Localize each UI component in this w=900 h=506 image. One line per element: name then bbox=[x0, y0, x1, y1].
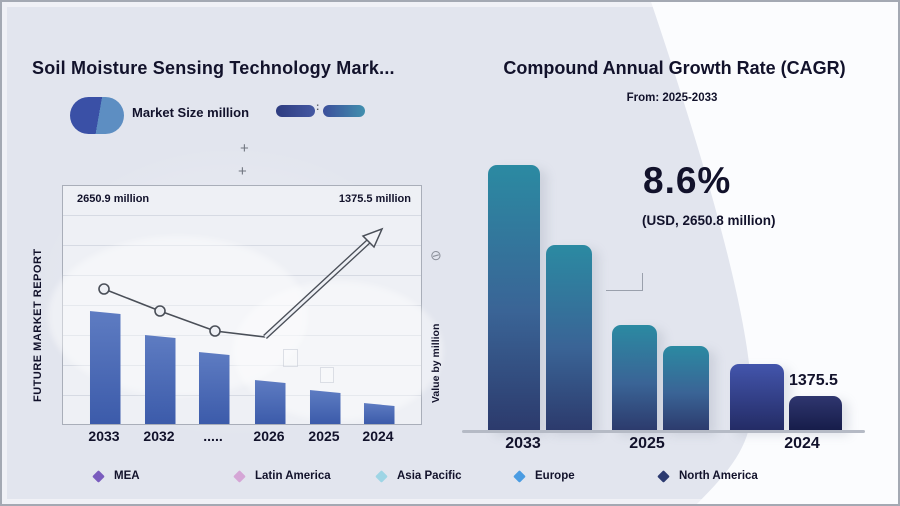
legend-item: MEA bbox=[92, 467, 140, 485]
left-x-axis-label: 2026 bbox=[253, 428, 285, 444]
left-chart-panel: 2650.9 million 1375.5 million bbox=[48, 185, 443, 425]
legend-item: Latin America bbox=[233, 467, 331, 485]
end-value-annotation: 1375.5 bbox=[789, 372, 838, 389]
left-chart-bar bbox=[363, 403, 395, 424]
left-end-value: 1375.5 million bbox=[338, 193, 411, 205]
right-chart-subtitle: From: 2025-2033 bbox=[626, 92, 718, 104]
legend-item: North America bbox=[657, 467, 758, 485]
left-x-axis: 2033 2032..... 2026 2025 2024 bbox=[62, 428, 422, 448]
left-chart-bar bbox=[198, 352, 230, 424]
value-by-million-label: Value by million bbox=[430, 323, 442, 403]
left-chart-bar bbox=[89, 311, 121, 424]
market-size-pill-icon bbox=[70, 97, 124, 134]
step-bracket-decoration bbox=[606, 273, 643, 291]
left-chart-title: Soil Moisture Sensing Technology Mark... bbox=[32, 58, 395, 78]
future-market-report-label: FUTURE MARKET REPORT bbox=[32, 248, 44, 402]
legend-diamond-icon bbox=[375, 469, 388, 483]
left-x-axis-label: 2033 bbox=[88, 428, 120, 444]
right-x-axis-label: 2033 bbox=[505, 435, 541, 452]
market-size-label: Market Size million bbox=[132, 105, 250, 120]
left-bars-container bbox=[63, 186, 421, 424]
legend-diamond-icon bbox=[657, 469, 670, 483]
ratio-pill-teal-icon bbox=[323, 105, 365, 117]
ratio-pill-dark-icon bbox=[276, 105, 315, 117]
legend-diamond-icon bbox=[513, 469, 526, 483]
watermark-document-icon bbox=[320, 367, 334, 383]
legend-item: Asia Pacific bbox=[375, 467, 462, 485]
legend-item: Europe bbox=[513, 467, 575, 485]
cagr-value: 8.6% bbox=[643, 160, 732, 201]
right-x-axis-label: 2024 bbox=[784, 435, 820, 452]
left-x-axis-label: 2025 bbox=[308, 428, 340, 444]
right-chart-baseline bbox=[462, 430, 865, 433]
legend-label: MEA bbox=[114, 470, 140, 482]
legend-label: Latin America bbox=[255, 470, 331, 482]
left-chart-bar bbox=[309, 390, 341, 424]
legend-label: Asia Pacific bbox=[397, 470, 462, 482]
legend-label: Europe bbox=[535, 470, 575, 482]
right-x-axis: 2033 2025 2024 bbox=[2, 435, 898, 457]
plus-mark-icon: + bbox=[240, 140, 249, 157]
right-chart-title: Compound Annual Growth Rate (CAGR) bbox=[503, 58, 846, 78]
plus-mark-icon: + bbox=[238, 163, 247, 180]
left-start-value: 2650.9 million bbox=[77, 193, 150, 205]
region-legend: MEA Latin America Asia Pacific Europe North … bbox=[2, 467, 898, 491]
cagr-detail: (USD, 2650.8 million) bbox=[642, 213, 776, 228]
left-chart-bar bbox=[144, 335, 176, 424]
left-x-axis-label: ..... bbox=[203, 428, 223, 444]
left-x-axis-label: 2032 bbox=[143, 428, 175, 444]
ratio-separator: : bbox=[316, 102, 320, 113]
right-x-axis-label: 2025 bbox=[629, 435, 665, 452]
watermark-document-icon bbox=[283, 349, 298, 367]
left-chart-bar bbox=[254, 380, 286, 424]
legend-diamond-icon bbox=[233, 469, 246, 483]
legend-diamond-icon bbox=[92, 469, 105, 483]
left-x-axis-label: 2024 bbox=[362, 428, 394, 444]
legend-label: North America bbox=[679, 470, 758, 482]
